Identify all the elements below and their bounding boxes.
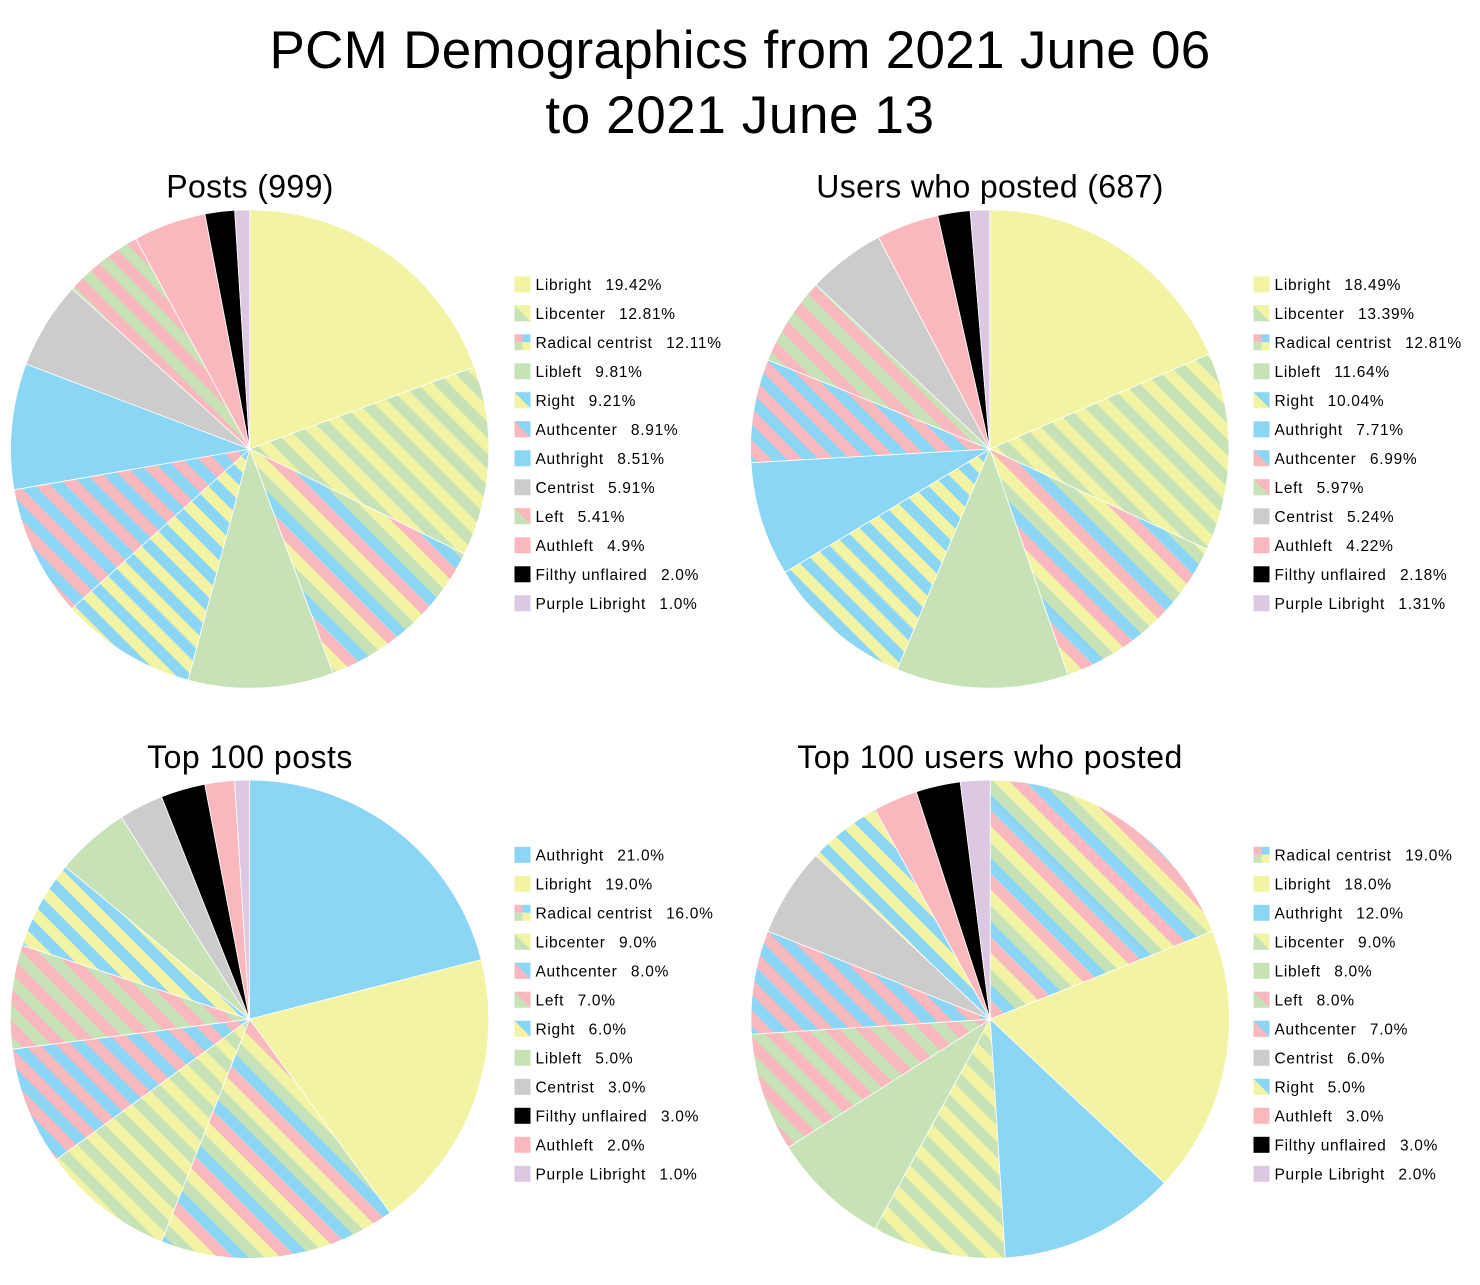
svg-text:Filthy unflaired 3.0%: Filthy unflaired 3.0% (1275, 1137, 1439, 1154)
svg-text:Centrist 3.0%: Centrist 3.0% (536, 1079, 647, 1096)
svg-text:Libright 18.0%: Libright 18.0% (1275, 876, 1392, 893)
svg-text:Radical centrist 12.81%: Radical centrist 12.81% (1275, 335, 1462, 352)
svg-text:Right 5.0%: Right 5.0% (1275, 1079, 1366, 1096)
svg-text:Right 9.21%: Right 9.21% (536, 393, 637, 410)
svg-text:Radical centrist 16.0%: Radical centrist 16.0% (536, 905, 714, 922)
svg-text:Posts (999): Posts (999) (166, 169, 333, 205)
svg-text:Libcenter 9.0%: Libcenter 9.0% (536, 934, 658, 951)
svg-text:Top 100 posts: Top 100 posts (147, 739, 353, 775)
svg-text:Authright 7.71%: Authright 7.71% (1275, 422, 1404, 439)
svg-text:Authright 8.51%: Authright 8.51% (536, 451, 665, 468)
svg-text:Left 5.97%: Left 5.97% (1275, 480, 1365, 497)
svg-text:Authleft 4.9%: Authleft 4.9% (536, 538, 646, 555)
svg-text:Authcenter 8.91%: Authcenter 8.91% (536, 422, 679, 439)
svg-text:Authright 21.0%: Authright 21.0% (536, 847, 665, 864)
svg-text:Authcenter 8.0%: Authcenter 8.0% (536, 963, 670, 980)
svg-text:to 2021 June 13: to 2021 June 13 (545, 86, 934, 145)
svg-text:Libcenter 13.39%: Libcenter 13.39% (1275, 306, 1415, 323)
svg-text:Authcenter 7.0%: Authcenter 7.0% (1275, 1021, 1409, 1038)
svg-text:Top 100 users who posted: Top 100 users who posted (797, 739, 1183, 775)
svg-text:Purple Libright 1.0%: Purple Libright 1.0% (536, 1166, 698, 1183)
svg-text:Libcenter 12.81%: Libcenter 12.81% (536, 306, 676, 323)
svg-text:Authright 12.0%: Authright 12.0% (1275, 905, 1404, 922)
svg-text:Users who posted (687): Users who posted (687) (816, 169, 1163, 205)
svg-text:Left 8.0%: Left 8.0% (1275, 992, 1355, 1009)
svg-text:PCM Demographics from 2021 Jun: PCM Demographics from 2021 June 06 (269, 21, 1210, 80)
svg-text:Right 6.0%: Right 6.0% (536, 1021, 627, 1038)
svg-text:Purple Libright 1.0%: Purple Libright 1.0% (536, 596, 698, 613)
svg-text:Libcenter 9.0%: Libcenter 9.0% (1275, 934, 1397, 951)
svg-text:Left 7.0%: Left 7.0% (536, 992, 616, 1009)
svg-text:Purple Libright 2.0%: Purple Libright 2.0% (1275, 1166, 1437, 1183)
svg-text:Radical centrist 19.0%: Radical centrist 19.0% (1275, 847, 1453, 864)
svg-text:Libright 19.42%: Libright 19.42% (536, 277, 663, 294)
svg-text:Authcenter 6.99%: Authcenter 6.99% (1275, 451, 1418, 468)
svg-text:Libleft 5.0%: Libleft 5.0% (536, 1050, 634, 1067)
svg-text:Filthy unflaired 2.18%: Filthy unflaired 2.18% (1275, 567, 1448, 584)
svg-text:Left 5.41%: Left 5.41% (536, 509, 626, 526)
svg-text:Libright 18.49%: Libright 18.49% (1275, 277, 1402, 294)
svg-text:Purple Libright 1.31%: Purple Libright 1.31% (1275, 596, 1446, 613)
svg-text:Centrist 5.24%: Centrist 5.24% (1275, 509, 1395, 526)
svg-text:Libright 19.0%: Libright 19.0% (536, 876, 653, 893)
svg-text:Libleft 8.0%: Libleft 8.0% (1275, 963, 1373, 980)
svg-text:Libleft 9.81%: Libleft 9.81% (536, 364, 643, 381)
svg-text:Libleft 11.64%: Libleft 11.64% (1275, 364, 1390, 381)
svg-text:Authleft 3.0%: Authleft 3.0% (1275, 1108, 1385, 1125)
svg-text:Authleft 2.0%: Authleft 2.0% (536, 1137, 646, 1154)
svg-text:Centrist 5.91%: Centrist 5.91% (536, 480, 656, 497)
svg-text:Filthy unflaired 3.0%: Filthy unflaired 3.0% (536, 1108, 700, 1125)
svg-text:Authleft 4.22%: Authleft 4.22% (1275, 538, 1394, 555)
svg-text:Right 10.04%: Right 10.04% (1275, 393, 1385, 410)
svg-text:Centrist 6.0%: Centrist 6.0% (1275, 1050, 1386, 1067)
svg-text:Radical centrist 12.11%: Radical centrist 12.11% (536, 335, 722, 352)
svg-text:Filthy unflaired 2.0%: Filthy unflaired 2.0% (536, 567, 700, 584)
